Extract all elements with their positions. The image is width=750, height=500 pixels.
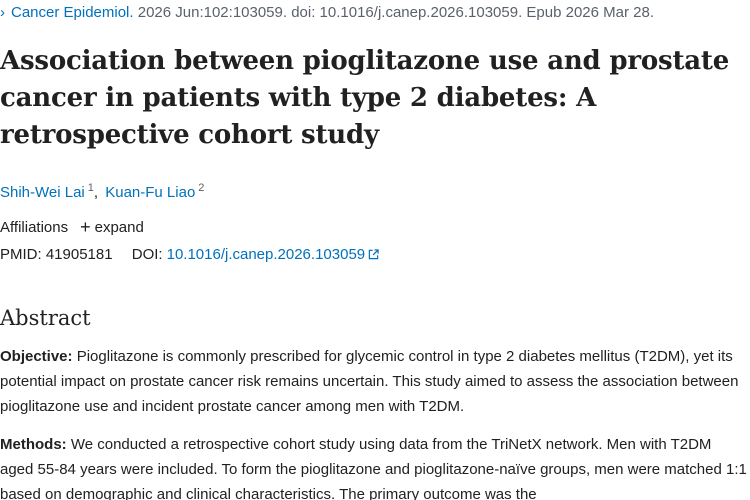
plus-icon: + (80, 217, 91, 237)
author-link[interactable]: Kuan-Fu Liao (105, 184, 196, 201)
external-link-icon (368, 249, 379, 260)
author-list: Shih-Wei Lai 1, Kuan-Fu Liao 2 (0, 178, 204, 203)
affiliations-expand-button[interactable]: + expand (80, 217, 144, 237)
doi-value: 10.1016/j.canep.2026.103059 (166, 246, 366, 263)
methods-text: We conducted a retrospective cohort stud… (0, 436, 747, 500)
author-separator: , (93, 184, 99, 201)
citation-line: › Cancer Epidemiol. 2026 Jun:102:103059. … (0, 3, 654, 23)
objective-label: Objective: (0, 348, 73, 365)
methods-label: Methods: (0, 436, 67, 453)
citation-details: 2026 Jun:102:103059. doi: 10.1016/j.cane… (133, 4, 654, 21)
chevron-right-icon: › (0, 4, 5, 21)
article-title: Association between pioglitazone use and… (0, 46, 730, 150)
author-affiliation-ref[interactable]: 2 (198, 182, 205, 194)
expand-label: expand (94, 219, 144, 236)
pmid-label: PMID: (0, 246, 42, 263)
abstract-heading: Abstract (0, 306, 91, 330)
abstract-objective: Objective: Pioglitazone is commonly pres… (0, 344, 748, 419)
author-affiliation-ref[interactable]: 1 (87, 182, 94, 194)
affiliations-label: Affiliations (0, 219, 69, 236)
pmid-value: 41905181 (45, 246, 113, 263)
doi-label: DOI: (131, 246, 163, 263)
doi-link[interactable]: 10.1016/j.canep.2026.103059 (167, 246, 380, 263)
journal-link[interactable]: Cancer Epidemiol. (11, 4, 134, 21)
author-link[interactable]: Shih-Wei Lai (0, 184, 85, 201)
identifiers-row: PMID: 41905181 DOI: 10.1016/j.canep.2026.… (0, 245, 379, 265)
abstract-methods: Methods: We conducted a retrospective co… (0, 432, 748, 500)
objective-text: Pioglitazone is commonly prescribed for … (0, 348, 739, 415)
affiliations-row: Affiliations + expand (0, 217, 144, 238)
